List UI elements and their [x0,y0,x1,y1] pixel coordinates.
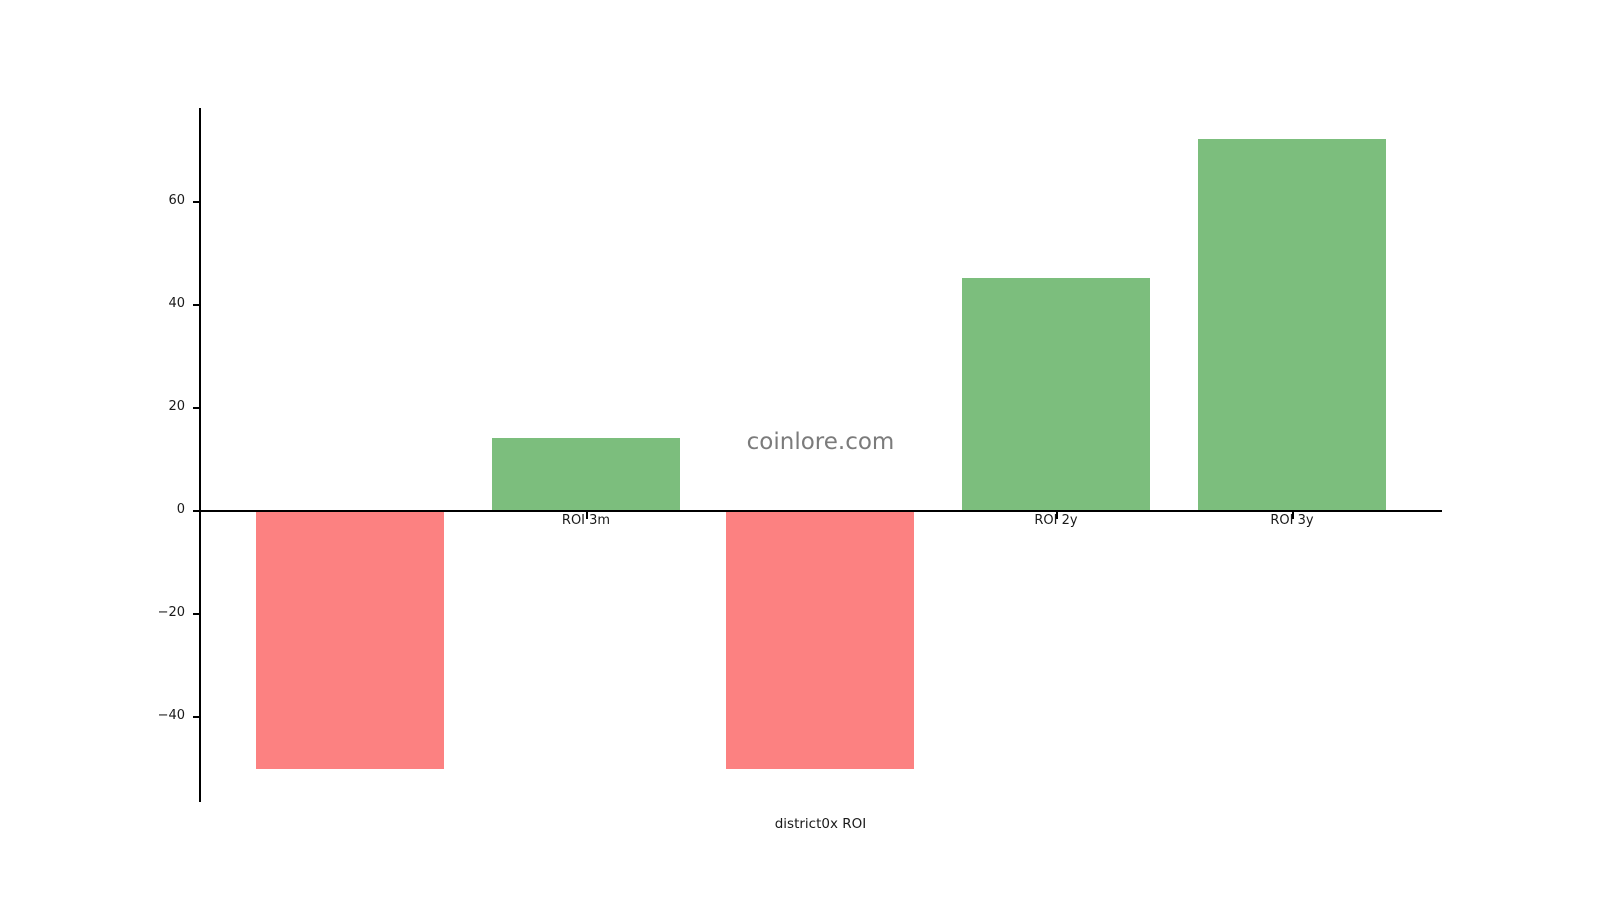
bar-roi-3y [1198,139,1386,510]
y-tick-0 [193,510,200,512]
y-tick--20 [193,613,200,615]
chart-title: district0x ROI [774,816,867,832]
bar-roi-1 [256,511,444,769]
y-tick--40 [193,716,200,718]
x-tick-label-roi-2y: ROI 2y [1034,513,1078,528]
x-tick-roi-3m [586,511,588,519]
y-axis-line [199,108,201,802]
y-tick-20 [193,407,200,409]
bar-roi-3m [492,437,680,510]
watermark-text: coinlore.com [746,429,895,455]
x-tick-label-roi-3m: ROI 3m [561,513,611,528]
y-tick-label-20: 20 [168,399,185,414]
x-tick-label-roi-3y: ROI 3y [1270,513,1314,528]
x-axis-line [199,510,1442,512]
y-tick-40 [193,304,200,306]
bar-roi-2y [962,278,1150,510]
x-tick-roi-2y [1056,511,1058,519]
x-tick-roi-3y [1292,511,1294,519]
bar-roi-3 [726,511,914,769]
y-tick-label-0: 0 [176,502,185,517]
y-tick-label--40: −40 [157,708,185,723]
y-tick-60 [193,201,200,203]
y-tick-label-60: 60 [168,193,185,208]
y-tick-label--20: −20 [157,605,185,620]
y-tick-label-40: 40 [168,296,185,311]
